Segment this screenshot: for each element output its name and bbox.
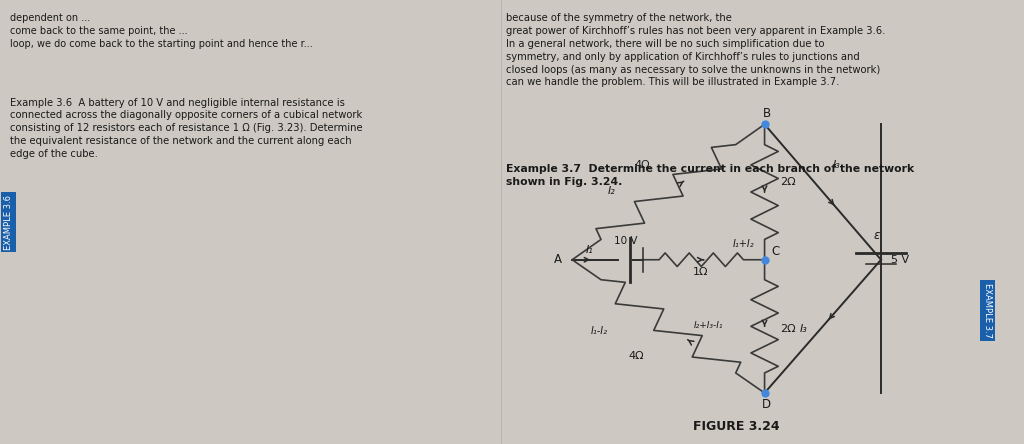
Text: I₃: I₃: [833, 160, 840, 170]
Text: I₁: I₁: [586, 245, 593, 255]
Text: 4Ω: 4Ω: [628, 351, 644, 361]
Text: FIGURE 3.24: FIGURE 3.24: [693, 420, 780, 433]
Text: C: C: [772, 246, 780, 258]
Text: 1Ω: 1Ω: [693, 267, 709, 278]
Text: Example 3.7  Determine the current in each branch of the network
shown in Fig. 3: Example 3.7 Determine the current in eac…: [506, 164, 914, 187]
Text: D: D: [762, 398, 771, 411]
Text: 2Ω: 2Ω: [779, 177, 796, 187]
Text: 10 V: 10 V: [614, 236, 638, 246]
Text: I₁-I₂: I₁-I₂: [591, 326, 607, 336]
Text: Example 3.6  A battery of 10 V and negligible internal resistance is
connected a: Example 3.6 A battery of 10 V and neglig…: [10, 98, 362, 159]
Text: dependent on ...
come back to the same point, the ...
loop, we do come back to t: dependent on ... come back to the same p…: [10, 13, 313, 49]
Text: ε: ε: [873, 229, 881, 242]
Text: 2Ω: 2Ω: [779, 324, 796, 333]
Text: B: B: [763, 107, 771, 120]
Text: 4Ω: 4Ω: [634, 159, 650, 170]
Text: I₂: I₂: [608, 186, 615, 196]
Text: A: A: [554, 253, 562, 266]
Text: EXAMPLE 3.6: EXAMPLE 3.6: [4, 194, 12, 250]
Text: I₃: I₃: [800, 324, 808, 333]
Text: I₁+I₂: I₁+I₂: [733, 238, 755, 249]
Text: 5 V: 5 V: [891, 255, 909, 265]
Text: EXAMPLE 3.7: EXAMPLE 3.7: [983, 283, 992, 338]
Text: I₂+I₃-I₁: I₂+I₃-I₁: [694, 321, 724, 329]
Text: because of the symmetry of the network, the
great power of Kirchhoff’s rules has: because of the symmetry of the network, …: [506, 13, 886, 87]
